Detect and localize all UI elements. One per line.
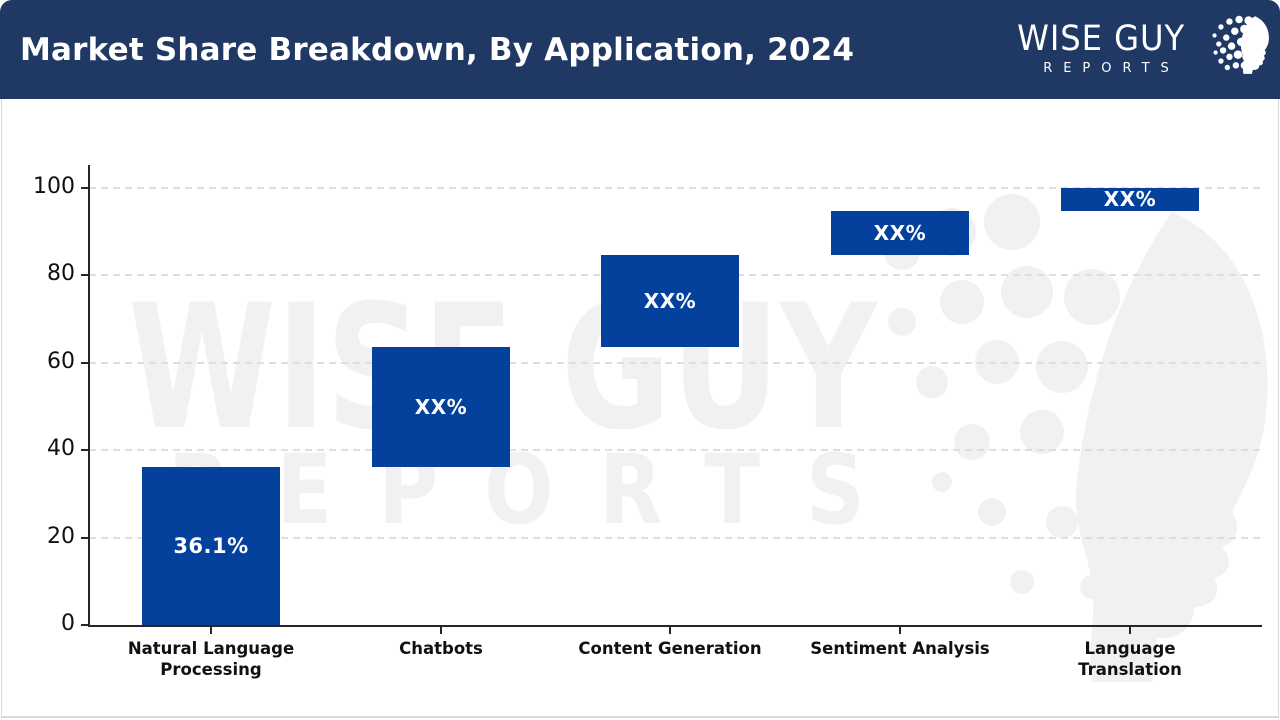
wise-guy-logo: WISE GUY REPORTS: [1016, 6, 1269, 94]
bar-1: 36.1%: [142, 467, 280, 625]
gridline-y20: [89, 536, 1262, 539]
chart-plot-area: 0 20 40 60 80 100 36.1% Natural Language Proces…: [0, 99, 1280, 716]
y-tick-mark: [81, 624, 89, 626]
bar-5: XX%: [1061, 187, 1199, 212]
x-tick-label: Content Generation: [578, 639, 762, 658]
y-tick-label: 0: [61, 611, 75, 636]
y-tick-mark: [81, 274, 89, 276]
y-tick-label: 40: [47, 436, 75, 461]
header-bar: Market Share Breakdown, By Application, …: [0, 0, 1280, 99]
gridline-y60: [89, 361, 1262, 364]
x-tick-mark: [1129, 627, 1131, 634]
x-tick-label: Sentiment Analysis: [810, 639, 990, 658]
bar-value-label: XX%: [873, 221, 927, 246]
bar-value-label: XX%: [414, 395, 468, 420]
bar-value-label: XX%: [643, 289, 697, 314]
y-axis-line: [88, 165, 90, 627]
x-axis-line: [88, 625, 1262, 627]
logo-text: WISE GUY REPORTS: [1016, 19, 1201, 77]
x-tick-mark: [669, 627, 671, 634]
gridline-y100: [89, 186, 1262, 189]
bar-3: XX%: [601, 255, 739, 348]
gridline-y40: [89, 449, 1262, 451]
dotted-face-profile-icon: [1206, 14, 1270, 78]
logo-subtitle: REPORTS: [1043, 61, 1180, 76]
x-tick-mark: [210, 627, 212, 634]
y-tick-label: 20: [47, 523, 75, 549]
y-tick-label: 80: [47, 261, 75, 286]
y-tick-label: 60: [47, 348, 75, 374]
page-title: Market Share Breakdown, By Application, …: [20, 31, 855, 68]
x-tick-label: Chatbots: [399, 639, 483, 658]
y-tick-mark: [81, 449, 89, 451]
x-tick-label: Language Translation: [1078, 639, 1182, 679]
bar-value-label: 36.1%: [173, 534, 249, 559]
x-tick-label: Natural Language Processing: [127, 639, 295, 679]
logo-name: WISE GUY: [1017, 19, 1186, 59]
y-tick-mark: [81, 361, 89, 364]
x-tick-mark: [899, 627, 901, 634]
bar-2: XX%: [372, 347, 510, 468]
y-tick-mark: [81, 536, 89, 539]
bar-4: XX%: [831, 211, 969, 256]
y-tick-label: 100: [33, 173, 75, 199]
y-tick-mark: [81, 186, 89, 189]
bar-value-label: XX%: [1103, 187, 1157, 212]
x-tick-mark: [440, 627, 442, 634]
